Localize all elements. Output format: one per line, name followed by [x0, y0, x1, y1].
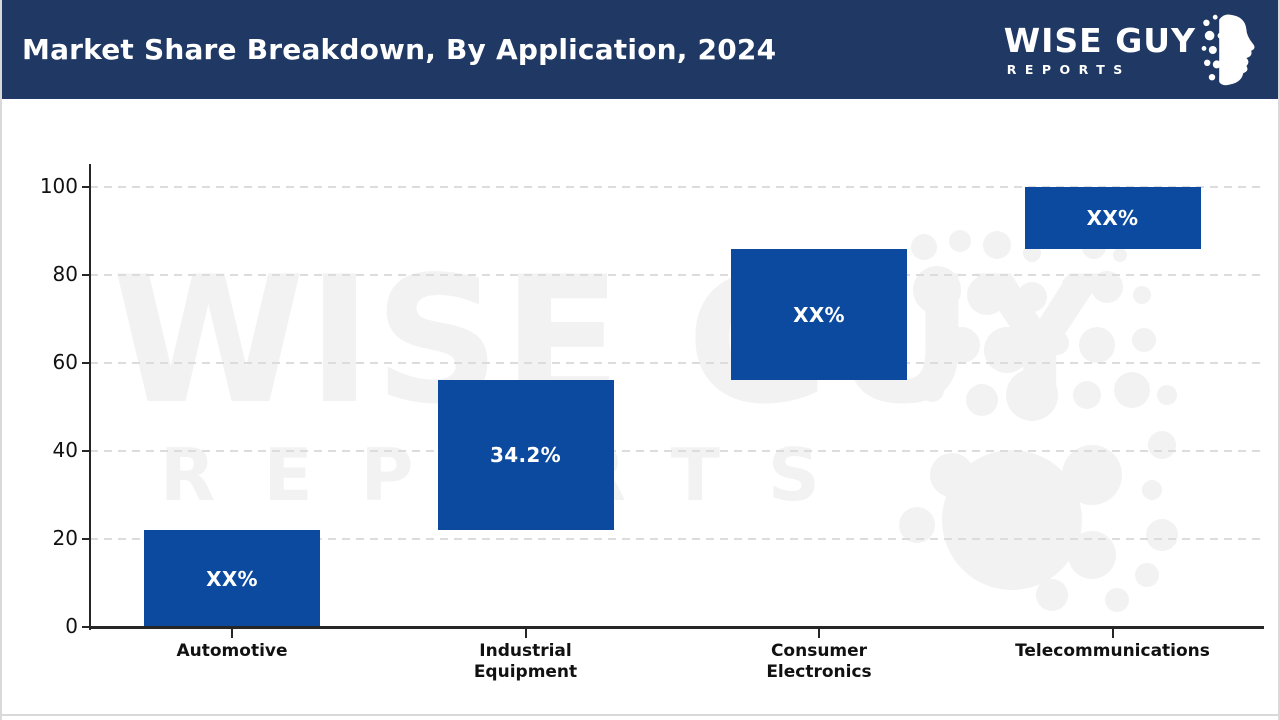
x-tick-mark-consumer-electronics	[818, 629, 820, 638]
y-tick-label-40: 40	[52, 438, 78, 462]
y-tick-mark-80	[82, 274, 90, 276]
category-label-telecommunications: Telecommunications	[1015, 641, 1210, 661]
x-tick-mark-automotive	[231, 629, 233, 638]
x-tick-mark-telecommunications	[1111, 629, 1114, 638]
bar-consumer-electronics: XX%	[731, 249, 907, 380]
category-label-consumer-electronics: Consumer Electronics	[766, 641, 872, 682]
category-label-automotive: Automotive	[176, 641, 288, 661]
gridline-80	[90, 274, 1264, 276]
watermark-dots-face	[872, 230, 1178, 612]
wise-guy-reports-logo: WISE GUY REPORTS	[1003, 10, 1278, 90]
bar-value-label-consumer-electronics: XX%	[793, 302, 845, 327]
y-tick-label-20: 20	[52, 526, 78, 550]
gridline-60	[90, 362, 1264, 364]
y-tick-mark-0	[82, 626, 90, 628]
y-tick-label-80: 80	[52, 262, 78, 286]
y-tick-mark-60	[82, 362, 90, 364]
y-tick-label-60: 60	[52, 350, 78, 374]
bar-automotive: XX%	[144, 530, 320, 627]
y-tick-mark-40	[82, 450, 90, 452]
y-tick-mark-20	[82, 538, 90, 540]
page-title: Market Share Breakdown, By Application, …	[22, 33, 777, 66]
logo-brand-subtitle: REPORTS	[1006, 61, 1131, 77]
logo-brand-name: WISE GUY	[1003, 20, 1196, 60]
bar-value-label-industrial-equipment: 34.2%	[490, 442, 561, 467]
bar-industrial-equipment: 34.2%	[437, 379, 614, 531]
y-tick-label-100: 100	[39, 174, 78, 198]
header-bar: Market Share Breakdown, By Application, …	[2, 0, 1278, 99]
logo-face-icon	[1201, 13, 1255, 85]
bottom-border	[2, 714, 1278, 716]
bar-value-label-automotive: XX%	[206, 566, 258, 591]
bar-value-label-telecommunications: XX%	[1086, 206, 1139, 231]
gridline-20	[90, 538, 1264, 540]
bar-telecommunications: XX%	[1024, 187, 1201, 250]
y-tick-mark-100	[82, 186, 90, 188]
gridline-100	[90, 186, 1264, 188]
logo-text: WISE GUY REPORTS	[1003, 20, 1196, 77]
x-tick-mark-industrial-equipment	[524, 629, 527, 638]
y-tick-label-0: 0	[65, 614, 78, 638]
y-axis-line	[89, 164, 91, 630]
x-axis-line	[89, 626, 1264, 629]
gridline-40	[90, 450, 1264, 452]
category-label-industrial-equipment: Industrial Equipment	[473, 641, 578, 682]
